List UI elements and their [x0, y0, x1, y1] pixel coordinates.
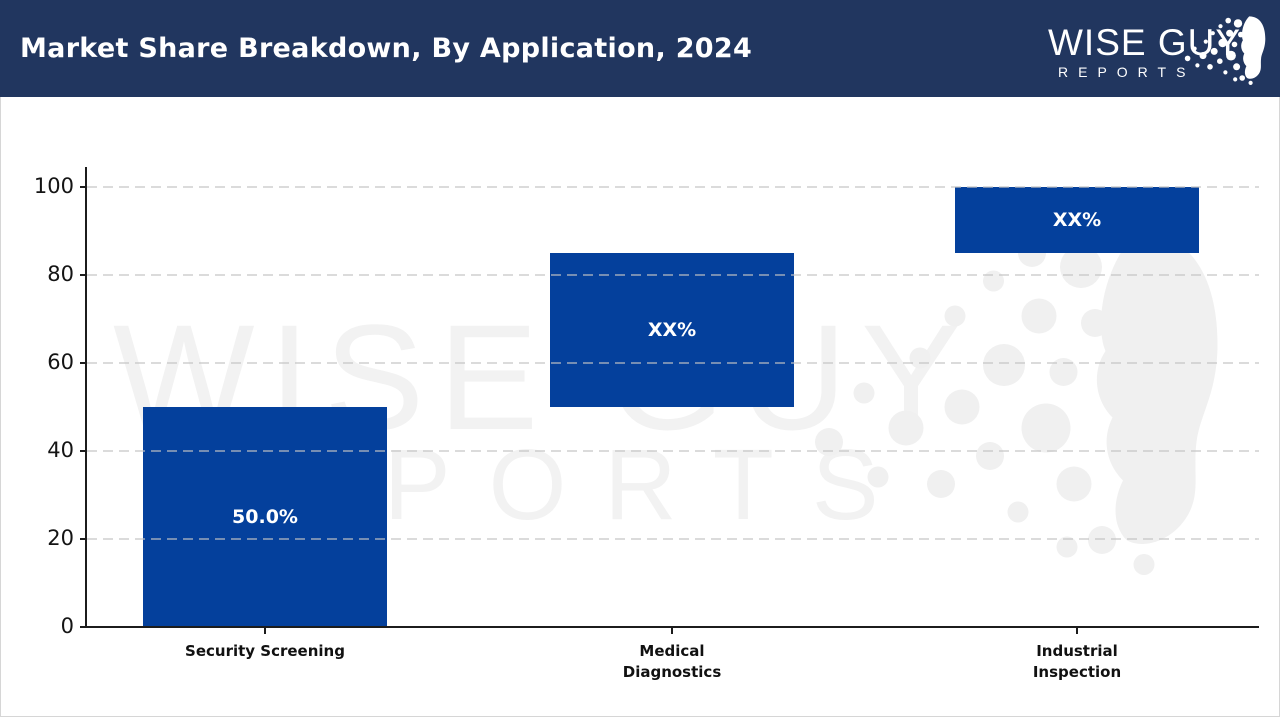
- bar-segment: XX%: [955, 187, 1199, 253]
- y-tick-label: 40: [47, 438, 74, 462]
- x-axis-tick: [1076, 628, 1078, 634]
- category-label-line: Industrial: [1036, 642, 1118, 660]
- category-label: Medical Diagnostics: [522, 641, 822, 683]
- y-axis-tick: [80, 274, 87, 276]
- category-label-line: Security Screening: [185, 642, 345, 660]
- category-label: Security Screening: [115, 641, 415, 662]
- y-tick-label: 80: [47, 262, 74, 286]
- page-title: Market Share Breakdown, By Application, …: [20, 33, 753, 64]
- y-tick-label: 100: [33, 174, 74, 198]
- y-axis-tick: [80, 362, 87, 364]
- gridline: [87, 450, 1259, 452]
- category-label-line: Inspection: [1032, 663, 1122, 681]
- y-tick-label: 0: [60, 614, 74, 638]
- brand-logo: WISE GUY REPORTS: [1016, 8, 1266, 92]
- y-axis-tick: [80, 626, 87, 628]
- y-axis-line: [85, 167, 87, 628]
- bar-value-label: XX%: [1052, 209, 1102, 231]
- brand-name-text: WISE GUY: [1048, 22, 1242, 63]
- plot-area: 0 20 40 60 80 100 50.0% XX% XX% Security Screenin…: [1, 97, 1279, 716]
- chart-canvas: WISE GUY REPORTS 0 20 40 60 80 100 50.0% XX% XX%…: [0, 97, 1280, 717]
- bar-value-label: XX%: [647, 319, 697, 341]
- y-axis-tick: [80, 450, 87, 452]
- y-axis-tick: [80, 186, 87, 188]
- brand-subname-text: REPORTS: [1058, 64, 1196, 80]
- dotted-face-icon: [1184, 16, 1266, 85]
- header-bar: Market Share Breakdown, By Application, …: [0, 0, 1280, 97]
- y-tick-label: 60: [47, 350, 74, 374]
- bar-value-label: 50.0%: [232, 506, 298, 528]
- category-label-line: Diagnostics: [622, 663, 722, 681]
- gridline: [87, 274, 1259, 276]
- x-axis-tick: [264, 628, 266, 634]
- bar-segment: XX%: [550, 253, 794, 407]
- y-tick-label: 20: [47, 526, 74, 550]
- gridline: [87, 362, 1259, 364]
- gridline: [87, 538, 1259, 540]
- bar-segment: 50.0%: [143, 407, 387, 627]
- category-label-line: Medical: [639, 642, 705, 660]
- gridline: [87, 186, 1259, 188]
- x-axis-tick: [671, 628, 673, 634]
- y-axis-tick: [80, 538, 87, 540]
- category-label: Industrial Inspection: [927, 641, 1227, 683]
- x-axis-line: [85, 626, 1259, 628]
